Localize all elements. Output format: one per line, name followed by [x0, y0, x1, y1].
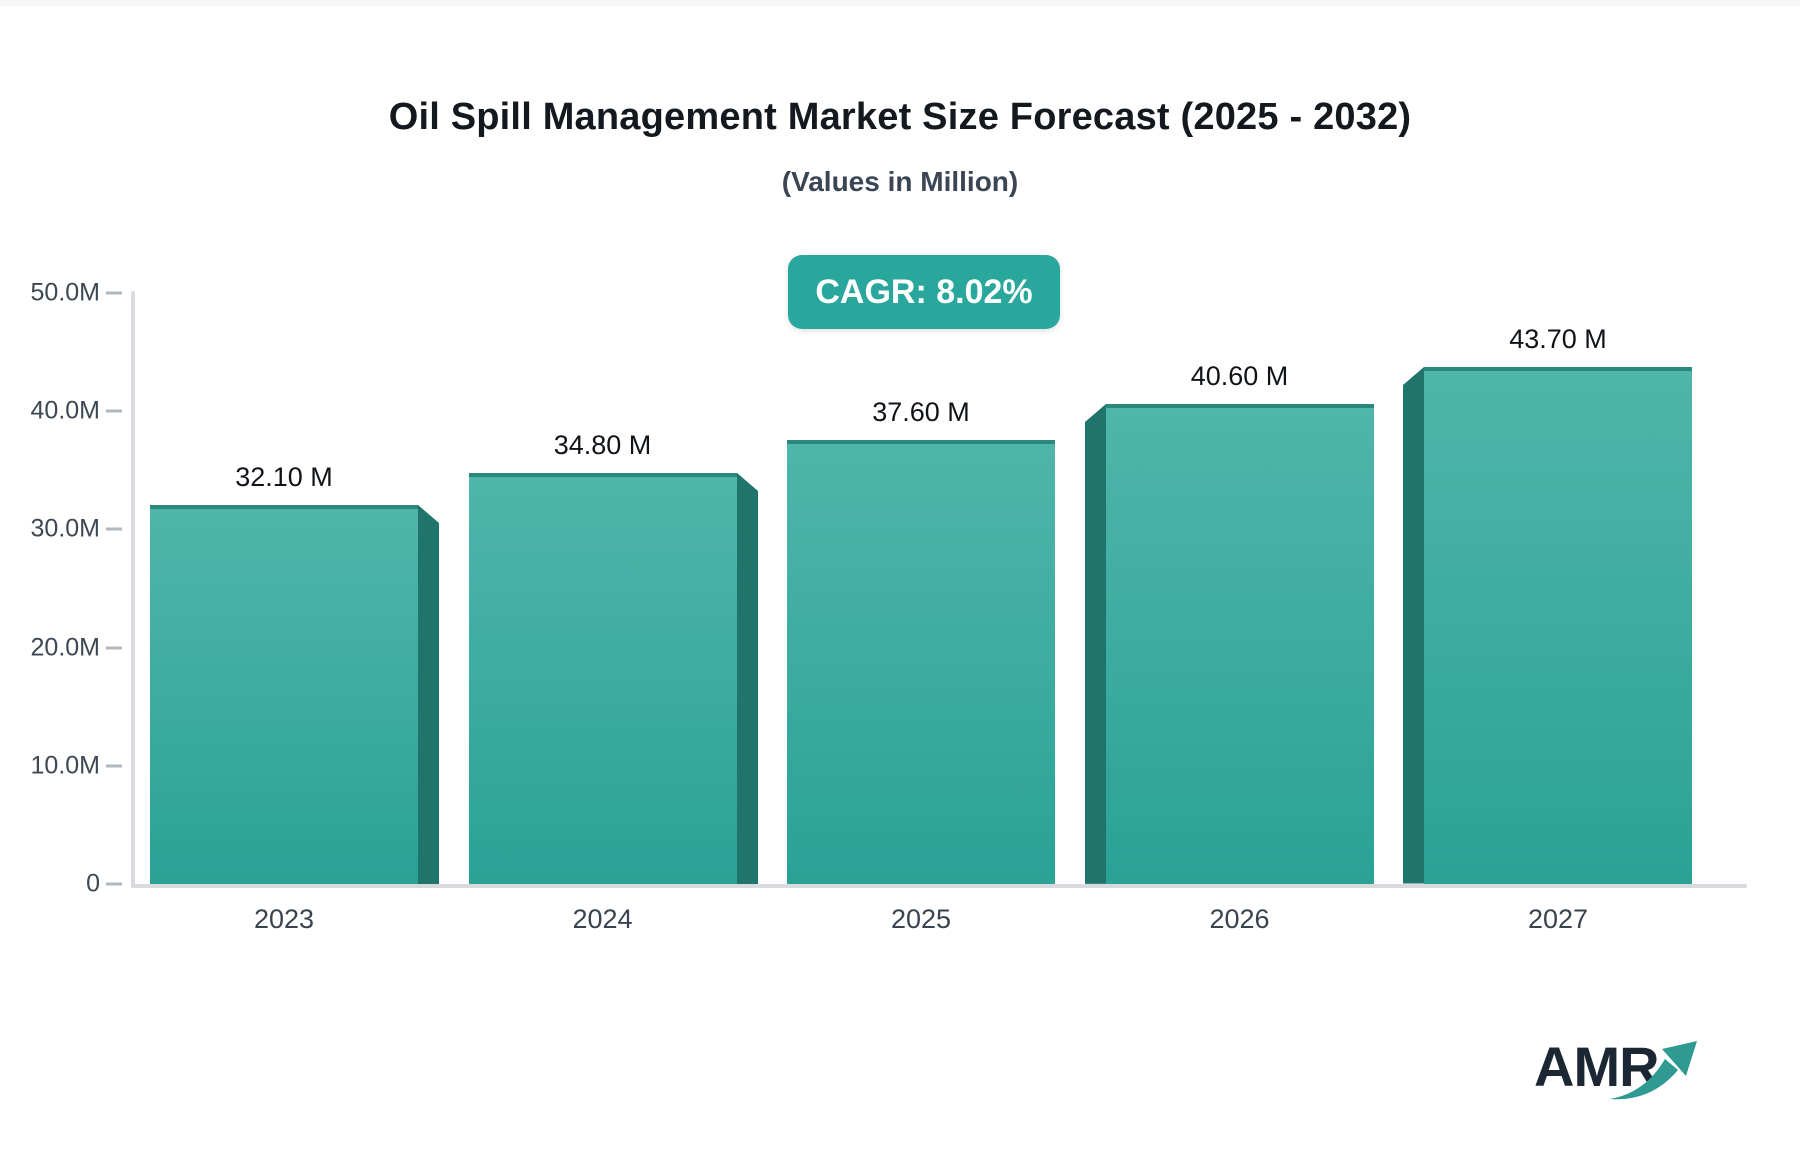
bar-2023[interactable] — [150, 504, 418, 884]
bar-3d-side-2026 — [1084, 404, 1106, 884]
amr-logo-text: AMR — [1534, 1035, 1660, 1098]
y-axis-line — [131, 291, 135, 888]
x-tick-label-2026: 2026 — [1209, 904, 1270, 934]
bar-value-label-2026: 40.60 M — [1190, 361, 1289, 392]
x-tick-label-2025: 2025 — [890, 904, 952, 934]
bar-value-label-2023: 32.10 M — [235, 461, 333, 492]
bar-3d-side-2023 — [418, 504, 439, 884]
y-tick-label-10.0M: 10.0M — [30, 751, 100, 780]
y-tick-label-30.0M: 30.0M — [30, 514, 100, 543]
x-tick-label-2023: 2023 — [253, 904, 315, 934]
y-tick-mark — [106, 527, 122, 531]
growth-arrow-icon — [1610, 1041, 1697, 1100]
amr-logo: AMR — [1530, 1032, 1710, 1112]
y-tick-mark — [106, 291, 122, 295]
bar-3d-side-2024 — [736, 472, 758, 884]
y-tick-label-0: 0 — [86, 869, 100, 898]
y-tick-label-50.0M: 50.0M — [30, 278, 100, 307]
chart-title: Oil Spill Management Market Size Forecas… — [388, 96, 1412, 138]
chart-subtitle: (Values in Million) — [781, 166, 1019, 197]
x-tick-label-2024: 2024 — [572, 904, 633, 934]
bar-2024[interactable] — [468, 472, 737, 884]
y-tick-mark — [106, 409, 122, 413]
bar-value-label-2027: 43.70 M — [1509, 324, 1607, 355]
y-tick-label-40.0M: 40.0M — [30, 396, 100, 425]
bar-3d-side-2027 — [1403, 367, 1424, 884]
bar-value-label-2025: 37.60 M — [872, 396, 970, 427]
x-tick-label-2027: 2027 — [1527, 904, 1589, 934]
cagr-badge: CAGR: 8.02% — [788, 255, 1060, 329]
bar-2026[interactable] — [1105, 404, 1374, 884]
y-tick-label-20.0M: 20.0M — [30, 633, 100, 662]
x-axis-baseline — [131, 884, 1747, 888]
y-tick-mark — [106, 882, 122, 886]
bar-value-label-2024: 34.80 M — [553, 429, 652, 460]
y-tick-mark — [106, 764, 122, 768]
bar-2025[interactable] — [787, 439, 1055, 884]
y-tick-mark — [106, 646, 122, 650]
bar-2027[interactable] — [1424, 367, 1692, 884]
